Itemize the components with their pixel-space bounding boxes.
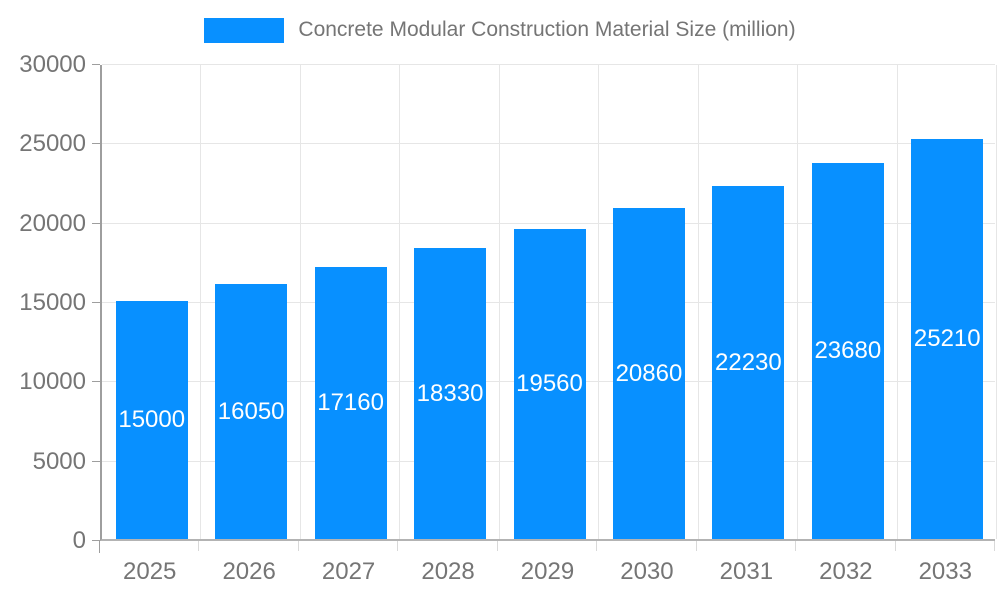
bar-value-label: 17160 [317, 388, 384, 416]
bar-2025: 15000 [115, 301, 188, 539]
bar-2028: 18330 [414, 248, 487, 539]
bar-2033: 25210 [911, 139, 984, 539]
x-axis-label: 2028 [421, 558, 475, 585]
y-axis-label: 20000 [19, 209, 86, 237]
x-axis-tick [894, 541, 896, 551]
bar-value-label: 22230 [715, 348, 782, 376]
x-gridline [399, 65, 401, 539]
bar-2032: 23680 [811, 163, 884, 539]
bar-value-label: 25210 [913, 325, 981, 352]
x-axis-tick [496, 541, 498, 551]
y-axis-label: 5000 [32, 447, 86, 475]
x-gridline [598, 65, 600, 539]
legend-label: Concrete Modular Construction Material S… [298, 18, 796, 41]
y-axis-tick [92, 540, 100, 541]
x-axis-label: 2031 [719, 558, 774, 585]
bar-value-label: 23680 [814, 337, 882, 365]
x-axis-tick [397, 541, 399, 551]
bar-value-label: 18330 [416, 379, 484, 407]
legend[interactable]: Concrete Modular Construction Material S… [0, 15, 1000, 45]
x-axis-label: 2027 [321, 558, 376, 585]
x-axis-label: 2026 [222, 558, 276, 585]
x-axis-tick [795, 541, 797, 551]
y-axis-tick [92, 64, 100, 65]
y-axis-label: 15000 [19, 289, 86, 316]
x-axis-tick [99, 541, 100, 553]
bar-value-label: 15000 [118, 406, 186, 433]
x-axis-label: 2030 [620, 558, 674, 585]
plot-area: 15000 16050 17160 18330 19560 20860 22230 23680… [100, 64, 997, 541]
x-axis-tick [297, 541, 299, 551]
y-axis-tick [92, 460, 100, 462]
y-axis-label: 25000 [19, 130, 86, 158]
legend-swatch [204, 17, 285, 43]
bar-value-label: 20860 [615, 359, 683, 387]
bar-2029: 19560 [513, 228, 586, 539]
x-axis-tick [198, 541, 200, 551]
y-axis-label: 30000 [19, 51, 86, 78]
x-axis-label: 2029 [520, 558, 575, 585]
x-gridline [498, 65, 500, 539]
y-gridline [102, 222, 995, 224]
bar-2027: 17160 [314, 266, 387, 539]
y-axis-tick [92, 381, 100, 383]
x-axis-tick [994, 541, 995, 551]
x-axis-label: 2032 [819, 558, 873, 585]
bar-value-label: 16050 [217, 397, 285, 425]
y-gridline [102, 143, 995, 145]
x-gridline [996, 65, 997, 539]
y-axis-label: 10000 [19, 368, 86, 396]
x-gridline [299, 65, 301, 539]
x-axis-label: 2025 [123, 558, 177, 585]
x-gridline [896, 65, 898, 539]
y-axis-label: 0 [72, 527, 86, 554]
y-axis-tick [92, 222, 100, 224]
y-axis-tick [92, 143, 100, 145]
x-gridline [697, 65, 699, 539]
bar-value-label: 19560 [516, 369, 583, 397]
x-axis-tick [596, 541, 598, 551]
x-axis-label: 2033 [918, 558, 972, 585]
bar-2030: 20860 [612, 208, 685, 539]
y-gridline [102, 64, 995, 65]
x-gridline [200, 65, 202, 539]
y-axis-tick [92, 302, 100, 303]
x-axis-tick [695, 541, 697, 551]
x-gridline [797, 65, 799, 539]
bar-2026: 16050 [215, 284, 288, 539]
bar-2031: 22230 [712, 186, 785, 539]
